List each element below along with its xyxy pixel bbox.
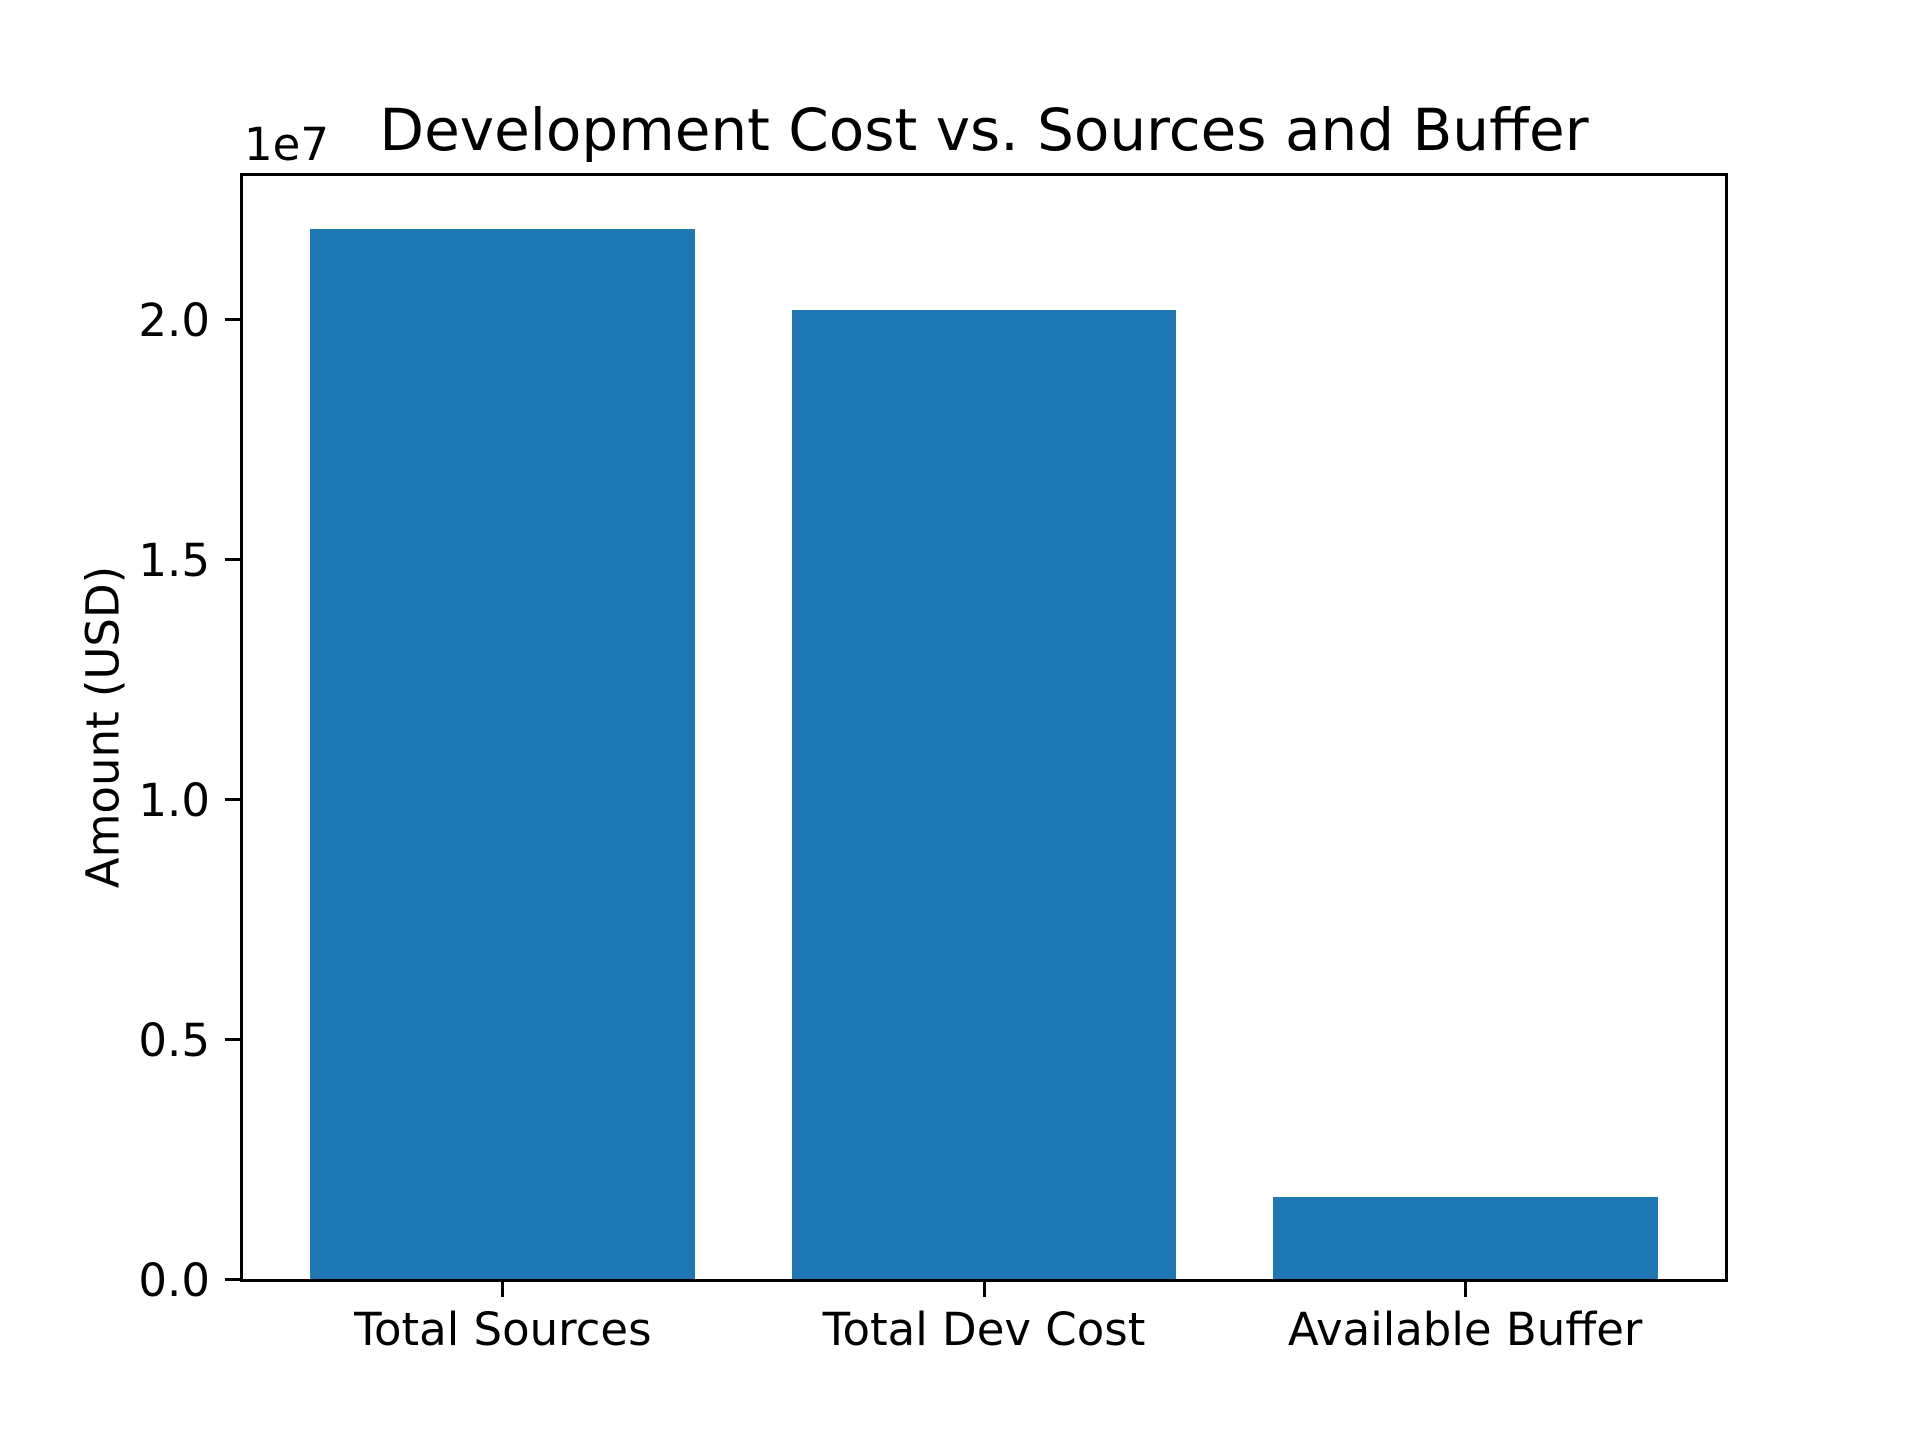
y-tick-mark bbox=[225, 558, 240, 562]
y-tick-label: 1.5 bbox=[138, 534, 210, 588]
bar-available-buffer bbox=[1272, 1197, 1658, 1279]
y-tick-label: 0.5 bbox=[138, 1013, 210, 1067]
y-tick-mark bbox=[225, 1037, 240, 1041]
chart-title: Development Cost vs. Sources and Buffer bbox=[379, 96, 1589, 164]
x-tick-label: Total Sources bbox=[354, 1303, 652, 1356]
y-axis-offset-label: 1e7 bbox=[244, 118, 329, 171]
x-tick-mark bbox=[501, 1282, 505, 1297]
plot-area bbox=[225, 173, 1728, 1297]
y-tick-mark bbox=[225, 318, 240, 322]
x-tick-label: Available Buffer bbox=[1287, 1303, 1643, 1356]
y-tick-mark bbox=[225, 1277, 240, 1281]
y-tick-label: 0.0 bbox=[138, 1253, 210, 1307]
y-tick-label: 1.0 bbox=[138, 773, 210, 827]
bar-total-sources bbox=[310, 228, 696, 1279]
x-tick-mark bbox=[982, 1282, 986, 1297]
bar-total-dev-cost bbox=[791, 310, 1177, 1279]
y-tick-label: 2.0 bbox=[138, 294, 210, 348]
x-tick-label: Total Dev Cost bbox=[822, 1303, 1146, 1356]
y-axis-label: Amount (USD) bbox=[76, 565, 130, 889]
y-tick-mark bbox=[225, 797, 240, 801]
x-tick-mark bbox=[1463, 1282, 1467, 1297]
